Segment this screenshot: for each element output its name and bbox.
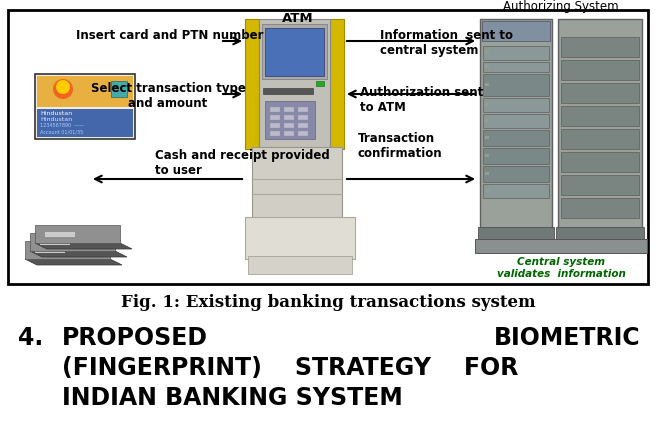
Text: INDIAN BANKING SYSTEM: INDIAN BANKING SYSTEM xyxy=(62,386,403,410)
Bar xyxy=(483,184,549,198)
Text: Account 01/01/35: Account 01/01/35 xyxy=(40,129,83,134)
Bar xyxy=(483,74,549,96)
Bar xyxy=(485,136,489,139)
Bar xyxy=(561,37,639,57)
Bar xyxy=(265,28,324,76)
Bar xyxy=(35,248,65,253)
Bar xyxy=(245,217,355,259)
Bar xyxy=(485,172,489,175)
Bar xyxy=(483,166,549,182)
Bar xyxy=(485,103,489,106)
Text: PROPOSED: PROPOSED xyxy=(62,326,208,350)
Bar xyxy=(298,107,308,112)
Text: Fig. 1: Existing banking transactions system: Fig. 1: Existing banking transactions sy… xyxy=(121,294,535,311)
Polygon shape xyxy=(35,225,120,243)
Text: 1234567890  ——: 1234567890 —— xyxy=(40,123,84,128)
Polygon shape xyxy=(30,251,127,257)
Bar xyxy=(111,81,127,97)
Text: (FINGERPRINT)    STRATEGY    FOR: (FINGERPRINT) STRATEGY FOR xyxy=(62,356,518,380)
Bar xyxy=(284,131,294,136)
Bar xyxy=(483,98,549,112)
Bar xyxy=(561,106,639,126)
Bar xyxy=(270,115,280,120)
Bar xyxy=(485,65,489,68)
Bar xyxy=(561,175,639,195)
Bar xyxy=(483,114,549,128)
Bar xyxy=(483,148,549,164)
Bar xyxy=(37,76,133,107)
Circle shape xyxy=(56,80,70,94)
Text: Authorizing System: Authorizing System xyxy=(503,0,619,13)
Text: Information  sent to
central system: Information sent to central system xyxy=(380,29,513,57)
Polygon shape xyxy=(35,243,132,249)
Bar xyxy=(284,123,294,128)
Text: Select transaction type
and amount: Select transaction type and amount xyxy=(91,82,245,110)
Bar xyxy=(35,74,135,139)
Bar xyxy=(485,119,489,122)
Bar xyxy=(483,62,549,72)
Text: Hindustan: Hindustan xyxy=(40,111,72,116)
Polygon shape xyxy=(30,233,115,251)
Bar xyxy=(298,115,308,120)
Bar xyxy=(40,240,70,245)
Bar xyxy=(245,19,259,149)
Bar xyxy=(561,129,639,149)
Bar xyxy=(8,10,648,284)
Bar xyxy=(556,227,644,241)
Bar xyxy=(483,46,549,60)
Text: 4.: 4. xyxy=(18,326,43,350)
Text: Insert card and PTN number: Insert card and PTN number xyxy=(76,29,264,42)
Text: BIOMETRIC: BIOMETRIC xyxy=(495,326,641,350)
Text: Central system
validates  information: Central system validates information xyxy=(497,257,625,279)
Bar xyxy=(561,83,639,103)
Bar xyxy=(259,19,330,149)
Bar xyxy=(265,101,315,139)
Bar xyxy=(270,107,280,112)
Bar xyxy=(298,131,308,136)
Bar xyxy=(330,19,344,149)
Bar xyxy=(252,147,342,219)
Text: Authorization sent
to ATM: Authorization sent to ATM xyxy=(360,86,483,114)
Circle shape xyxy=(53,79,73,99)
Bar xyxy=(561,152,639,172)
Text: Cash and receipt provided
to user: Cash and receipt provided to user xyxy=(155,149,330,177)
Bar xyxy=(485,154,489,157)
Text: Hindustan: Hindustan xyxy=(40,117,72,122)
Bar xyxy=(270,123,280,128)
Bar xyxy=(558,19,642,229)
Bar xyxy=(45,232,75,237)
Bar xyxy=(561,60,639,80)
Bar xyxy=(485,189,489,192)
Bar xyxy=(270,131,280,136)
Bar xyxy=(483,130,549,146)
Bar xyxy=(485,83,489,86)
Bar xyxy=(478,227,554,241)
Text: Transaction
confirmation: Transaction confirmation xyxy=(358,132,443,160)
Bar xyxy=(316,81,324,86)
Polygon shape xyxy=(25,241,110,259)
Bar xyxy=(284,115,294,120)
Bar xyxy=(480,19,552,229)
Bar xyxy=(561,198,639,218)
Bar xyxy=(485,51,489,54)
Bar xyxy=(482,21,550,41)
Bar xyxy=(262,24,327,79)
Polygon shape xyxy=(25,259,122,265)
Bar xyxy=(37,109,133,137)
Bar xyxy=(248,256,352,274)
Bar xyxy=(263,88,313,94)
Bar xyxy=(475,239,647,253)
Bar xyxy=(298,123,308,128)
Text: ATM: ATM xyxy=(282,12,314,25)
Bar xyxy=(284,107,294,112)
